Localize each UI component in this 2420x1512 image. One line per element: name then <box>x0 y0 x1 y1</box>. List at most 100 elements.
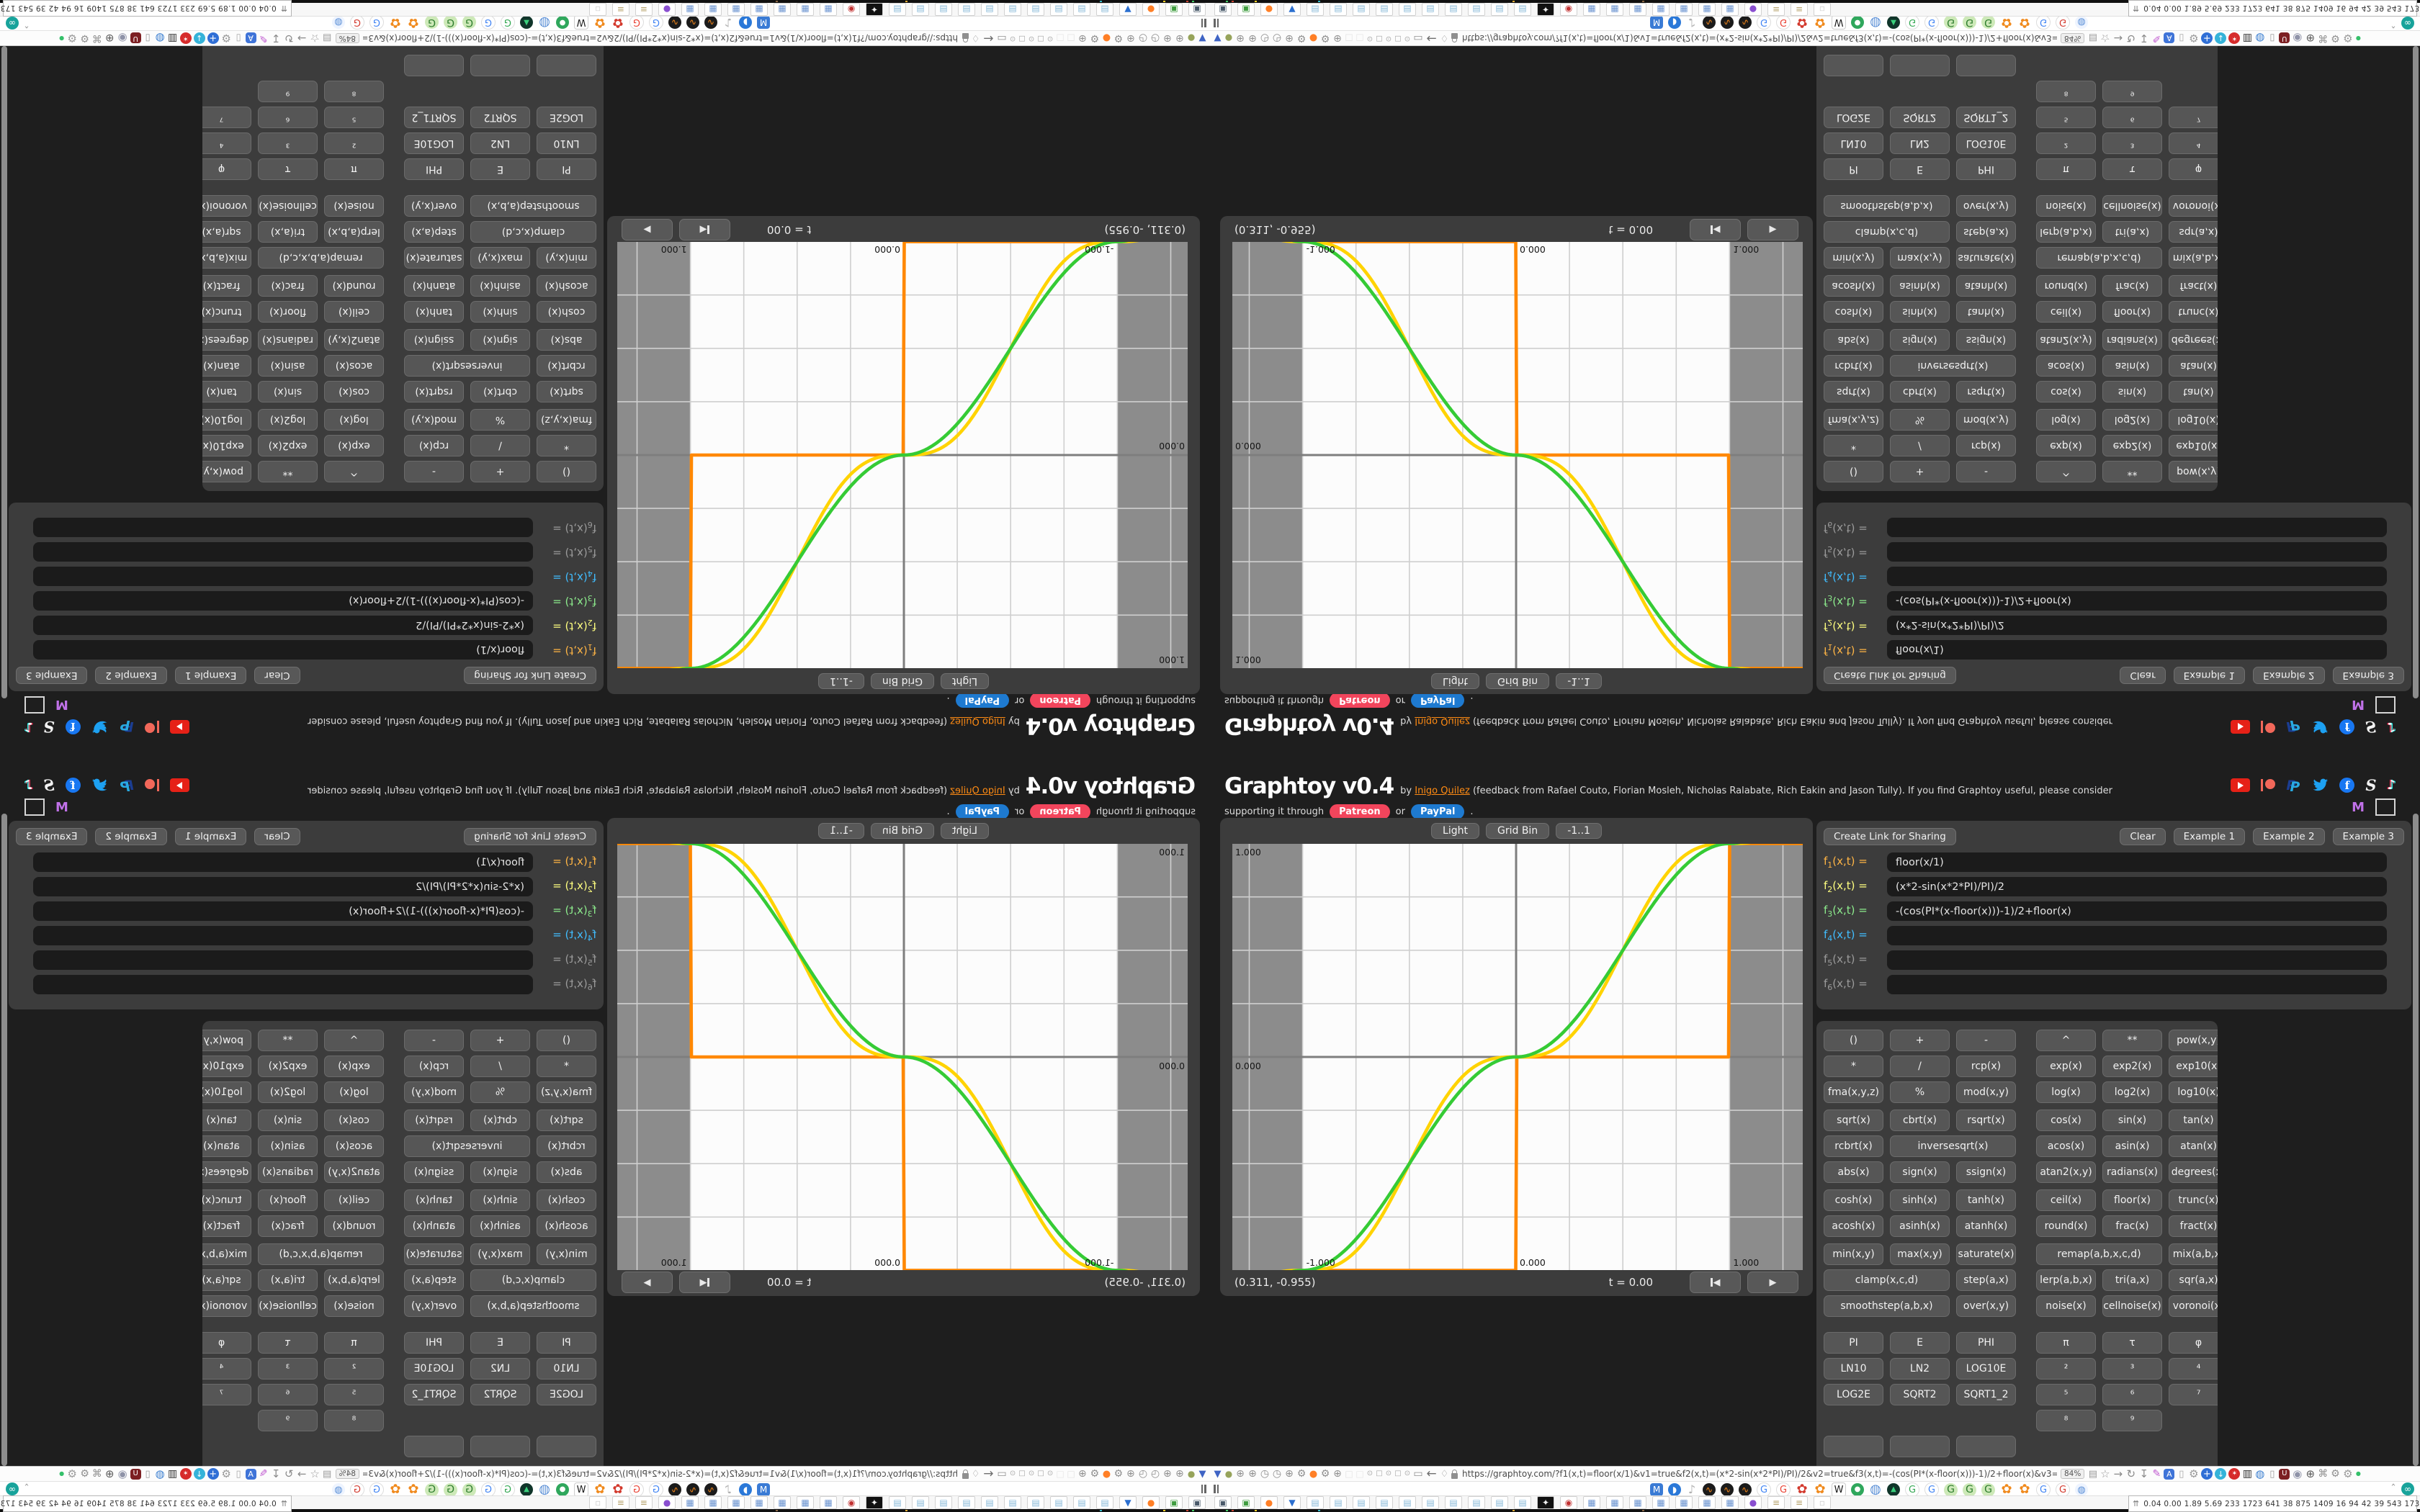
formula-input-f3[interactable] <box>1887 591 2387 611</box>
fn-button[interactable]: π <box>2036 158 2096 180</box>
play-pause-button[interactable]: ▶ <box>622 219 673 240</box>
fn-button[interactable]: atan2(x,y) <box>2036 329 2096 351</box>
grid-mode-button[interactable]: Grid Bin <box>1485 673 1550 689</box>
patreon-button[interactable]: Patreon <box>1030 693 1090 708</box>
google-green-icon[interactable]: G <box>1944 1482 1958 1497</box>
fn-button[interactable]: LOG2E <box>1824 1384 1883 1405</box>
fn-button[interactable]: trunc(x) <box>2169 301 2218 323</box>
formula-input-f3[interactable] <box>33 901 533 921</box>
fn-button[interactable]: exp(x) <box>324 435 384 456</box>
mastodon-icon[interactable]: M <box>2352 697 2365 713</box>
fn-button[interactable]: atanh(x) <box>404 275 464 297</box>
red-gear-icon[interactable]: ✿ <box>612 1482 624 1497</box>
sphere-icon[interactable]: ◍ <box>332 1483 345 1496</box>
lock-icon[interactable] <box>962 1469 969 1479</box>
fn-button[interactable]: cellnoise(x) <box>258 1295 318 1317</box>
calculator-favicon[interactable]: ▦ <box>681 3 699 16</box>
gauge-icon[interactable]: ◷ <box>1150 1468 1160 1480</box>
folder-icon[interactable]: ▭ <box>1413 32 1423 44</box>
fn-button[interactable]: log2(x) <box>258 409 318 431</box>
fn-button[interactable]: round(x) <box>2036 1215 2096 1237</box>
fn-button[interactable]: ^ <box>324 1030 384 1051</box>
teal-extension-icon[interactable]: ∞ <box>6 1482 19 1495</box>
fn-button[interactable]: frac(x) <box>258 1215 318 1237</box>
fn-button[interactable]: lerp(a,b,x) <box>2036 1269 2096 1291</box>
fn-button[interactable]: atan(x) <box>2169 1135 2218 1157</box>
fn-button[interactable]: cbrt(x) <box>470 381 530 402</box>
play-pause-button[interactable]: ▶ <box>1747 1272 1798 1293</box>
download-icon[interactable]: ↧ <box>2139 1467 2149 1480</box>
grid-mode-button[interactable]: Grid Bin <box>1485 823 1550 839</box>
orange-gear-icon[interactable]: ✿ <box>594 1482 606 1497</box>
red-favicon[interactable]: ◉ <box>1560 3 1577 16</box>
settings-gear-icon[interactable]: ⚙ <box>67 32 77 45</box>
fn-button[interactable]: frac(x) <box>2102 275 2162 297</box>
fn-button[interactable]: ssign(x) <box>1956 1161 2016 1183</box>
fn-button[interactable]: LN10 <box>537 1358 596 1380</box>
archive-icon[interactable]: ▯ <box>2269 32 2275 44</box>
page-icon[interactable]: ▤ <box>323 32 332 44</box>
video-download-icon[interactable]: ↓ <box>2215 1468 2227 1480</box>
formula-input-f6[interactable] <box>1887 518 2387 537</box>
fn-button[interactable]: % <box>1890 1081 1950 1103</box>
twitter-icon[interactable] <box>91 778 107 792</box>
dark-globe-icon[interactable]: ⊕ <box>104 1467 115 1480</box>
broken-image-icon[interactable] <box>24 798 45 816</box>
fn-button[interactable]: LN10 <box>537 132 596 154</box>
firefox-favicon[interactable]: ● <box>1142 1496 1160 1509</box>
fn-button[interactable]: * <box>537 435 596 456</box>
fn-button[interactable] <box>1824 1436 1883 1457</box>
fn-button[interactable]: noise(x) <box>324 195 384 217</box>
notepad-favicon[interactable]: ▤ <box>1096 3 1113 16</box>
mouse-icon[interactable]: ▯ <box>236 1468 241 1480</box>
fn-button[interactable]: tri(a,x) <box>2102 221 2162 243</box>
author-link[interactable]: Inigo Quilez <box>950 786 1005 796</box>
fn-button[interactable]: clamp(x,c,d) <box>470 1269 596 1291</box>
tools-icon[interactable]: ⚙ <box>1113 1468 1124 1480</box>
fn-button[interactable]: ⁵ <box>324 1384 384 1405</box>
fn-button[interactable]: LN2 <box>1890 132 1950 154</box>
example-2-button[interactable]: Example 2 <box>95 828 167 845</box>
checkbox-icon[interactable]: □ <box>1394 1470 1402 1477</box>
google-green-icon[interactable]: G <box>1944 15 1958 30</box>
fn-button[interactable]: smoothstep(a,b,x) <box>1824 1295 1950 1317</box>
fn-button[interactable]: ⁶ <box>2102 107 2162 128</box>
fn-button[interactable]: ² <box>2036 1358 2096 1380</box>
firefox-favicon[interactable]: ● <box>1260 3 1278 16</box>
radio-icon[interactable]: ⊙ <box>1028 35 1035 42</box>
puzzle-icon[interactable]: ⌘ <box>2318 1468 2329 1480</box>
gear-icon[interactable]: ⚙ <box>1090 32 1100 44</box>
ghost-icon[interactable]: □ <box>1056 1469 1065 1479</box>
fn-button[interactable]: degrees(x) <box>2169 1161 2218 1183</box>
fn-button[interactable]: ceil(x) <box>324 1189 384 1211</box>
add-extension-icon[interactable]: + <box>207 1468 219 1480</box>
fn-button[interactable]: min(x,y) <box>1824 247 1883 269</box>
compass-icon[interactable]: ▲ <box>520 16 533 29</box>
broken-image-icon[interactable] <box>2375 696 2396 714</box>
notepad-favicon[interactable]: ▤ <box>1004 1496 1021 1509</box>
floppy-favicon[interactable]: ▼ <box>1283 3 1301 16</box>
ghost-icon[interactable]: □ <box>1355 1469 1364 1479</box>
firefox-icon[interactable]: ● <box>1102 1468 1111 1480</box>
waveform-icon[interactable]: ∿ <box>668 16 681 29</box>
fn-button[interactable]: radians(x) <box>258 329 318 351</box>
fn-button[interactable]: τ <box>2102 1332 2162 1354</box>
fn-button[interactable]: LOG2E <box>1824 107 1883 128</box>
fn-button[interactable]: rcbrt(x) <box>537 355 596 377</box>
fn-button[interactable]: clamp(x,c,d) <box>1824 221 1950 243</box>
fn-button[interactable]: degrees(x) <box>2169 329 2218 351</box>
fn-button[interactable]: PI <box>1824 1332 1883 1354</box>
create-share-link-button[interactable]: Create Link for Sharing <box>1824 828 1956 845</box>
fn-button[interactable]: abs(x) <box>537 329 596 351</box>
formula-input-f2[interactable] <box>33 616 533 635</box>
fn-button[interactable]: log(x) <box>324 1081 384 1103</box>
fn-button[interactable]: sin(x) <box>258 1110 318 1131</box>
fn-button[interactable]: ⁶ <box>258 1384 318 1405</box>
fn-button[interactable]: LOG2E <box>537 107 596 128</box>
fn-button[interactable]: ³ <box>2102 132 2162 154</box>
fn-button[interactable]: acos(x) <box>324 355 384 377</box>
fn-button[interactable]: - <box>404 461 464 482</box>
google-green-icon[interactable]: G <box>425 1482 439 1497</box>
radio-icon[interactable]: ⊙ <box>1404 35 1411 42</box>
wikipedia-icon[interactable]: W <box>1832 1482 1846 1497</box>
